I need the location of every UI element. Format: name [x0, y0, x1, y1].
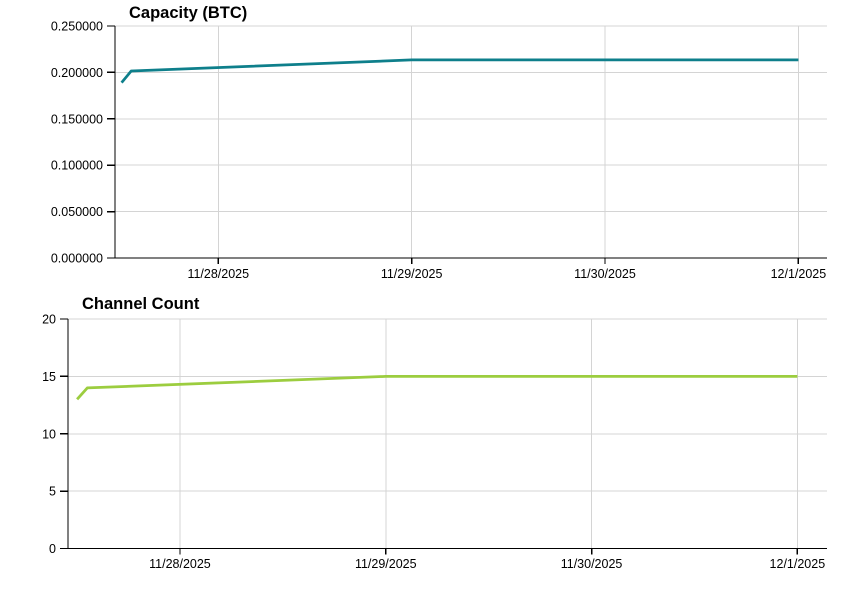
- y-tick-label: 0.050000: [51, 205, 103, 219]
- capacity-series-line: [120, 58, 799, 84]
- y-tick-label: 0.000000: [51, 252, 103, 266]
- x-tick-label: 11/28/2025: [149, 557, 211, 571]
- x-axis-labels: 11/28/2025 11/29/2025 11/30/2025 12/1/2025: [149, 557, 825, 571]
- axes: [60, 318, 827, 555]
- gridlines: [115, 25, 827, 258]
- x-tick-label: 11/30/2025: [561, 557, 623, 571]
- gridlines: [68, 318, 827, 549]
- x-tick-label: 12/1/2025: [770, 557, 826, 571]
- y-tick-label: 5: [49, 485, 56, 499]
- y-tick-label: 0.200000: [51, 66, 103, 80]
- capacity-chart: 0.000000 0.050000 0.100000 0.150000 0.200000…: [51, 20, 827, 281]
- channel-count-series-line: [76, 375, 798, 401]
- x-tick-label: 11/30/2025: [574, 267, 636, 281]
- axes: [107, 25, 827, 264]
- y-tick-label: 15: [42, 370, 56, 384]
- y-tick-label: 0: [49, 542, 56, 556]
- x-tick-label: 11/29/2025: [355, 557, 417, 571]
- x-tick-label: 11/29/2025: [381, 267, 443, 281]
- channel-count-chart-title: Channel Count: [82, 295, 200, 313]
- capacity-chart-title: Capacity (BTC): [129, 4, 248, 22]
- y-axis-labels: 0 5 10 15 20: [42, 313, 56, 557]
- y-tick-label: 0.100000: [51, 159, 103, 173]
- channel-count-chart: 0 5 10 15 20 11/28/2025 11/29/2025 11/30/2025 12…: [42, 313, 827, 571]
- x-tick-label: 11/28/2025: [187, 267, 249, 281]
- x-tick-label: 12/1/2025: [771, 267, 827, 281]
- y-axis-labels: 0.000000 0.050000 0.100000 0.150000 0.200000…: [51, 20, 103, 266]
- x-axis-labels: 11/28/2025 11/29/2025 11/30/2025 12/1/2025: [187, 267, 826, 281]
- y-tick-label: 0.150000: [51, 112, 103, 126]
- y-tick-label: 0.250000: [51, 20, 103, 34]
- y-tick-label: 10: [42, 427, 56, 441]
- y-tick-label: 20: [42, 313, 56, 327]
